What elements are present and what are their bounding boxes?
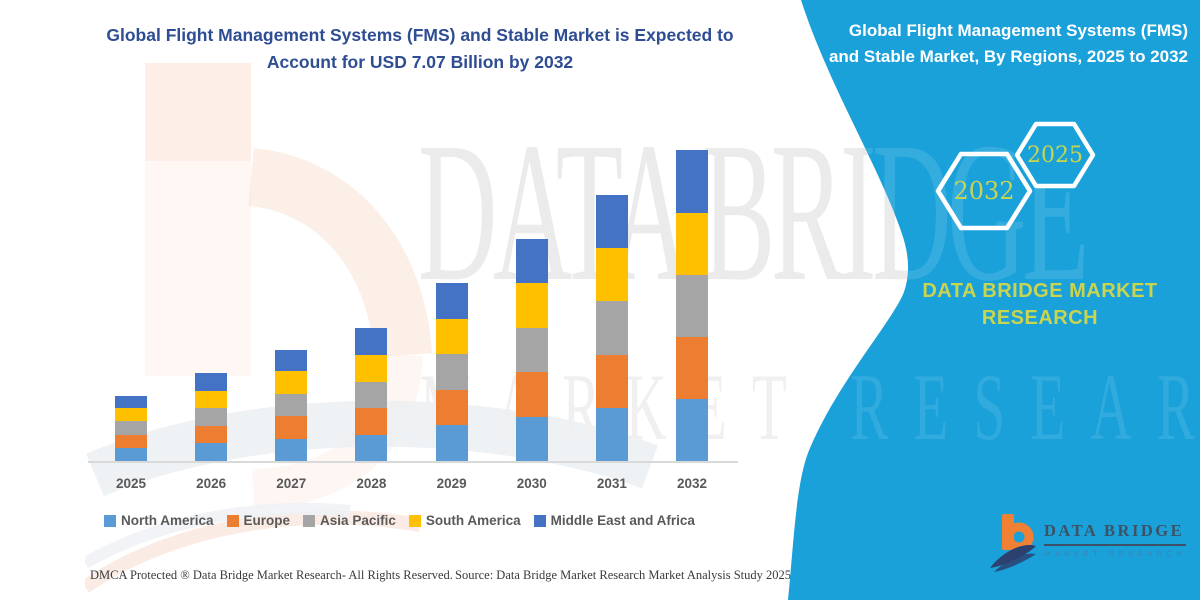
- data-bridge-logo-icon: [988, 512, 1036, 574]
- stacked-bar-2031: [595, 195, 628, 461]
- logo-name: DATA BRIDGE: [1044, 521, 1186, 546]
- segment-north-america: [115, 447, 147, 461]
- logo-subtitle: MARKET RESEARCH: [1044, 549, 1187, 558]
- segment-asia-pacific: [435, 354, 468, 390]
- brand-text: DATA BRIDGE MARKET RESEARCH: [922, 280, 1158, 329]
- dmca-text: DMCA Protected ® Data Bridge Market Rese…: [90, 568, 453, 582]
- legend-item-europe: Europe: [226, 513, 291, 528]
- legend-swatch: [533, 514, 546, 527]
- x-axis-label-2025: 2025: [115, 476, 147, 491]
- segment-south-america: [676, 213, 709, 275]
- x-axis-label-2032: 2032: [677, 476, 708, 491]
- hexagon-2025-label: 2025: [1027, 143, 1083, 168]
- hexagon-2032-icon: [938, 154, 1030, 228]
- legend-swatch: [226, 514, 239, 527]
- segment-middle-east-and-africa: [676, 150, 709, 213]
- chart-legend: North America Europe Asia Pacific South Ame…: [104, 513, 695, 528]
- segment-asia-pacific: [676, 275, 709, 337]
- segment-europe: [355, 408, 388, 435]
- legend-label: South America: [425, 513, 521, 528]
- segment-asia-pacific: [595, 301, 628, 355]
- legend-item-asia-pacific: Asia Pacific: [303, 513, 396, 528]
- legend-swatch: [104, 514, 116, 527]
- stacked-bar-2030: [515, 239, 548, 461]
- x-axis-labels: 2025 2026 2027 2028 2029 2030 2031 2032: [90, 476, 740, 496]
- legend-label: North America: [121, 513, 214, 528]
- legend-swatch: [408, 514, 421, 527]
- segment-south-america: [195, 390, 228, 409]
- legend-label: Asia Pacific: [320, 513, 396, 528]
- segment-europe: [435, 389, 468, 426]
- segment-south-america: [435, 318, 468, 355]
- x-axis-label-2026: 2026: [196, 476, 227, 491]
- hexagon-2032-label: 2032: [953, 177, 1014, 205]
- logo-text-block: DATA BRIDGE MARKET RESEARCH: [1044, 512, 1186, 558]
- legend-item-south-america: South America: [408, 513, 521, 528]
- segment-europe: [515, 372, 548, 417]
- x-axis-line: [88, 461, 738, 463]
- segment-south-america: [355, 355, 388, 382]
- segment-south-america: [595, 248, 628, 302]
- segment-north-america: [275, 438, 308, 461]
- stacked-bar-2026: [195, 373, 228, 461]
- x-axis-label-2030: 2030: [516, 476, 547, 491]
- segment-europe: [676, 337, 709, 399]
- side-panel-title: Global Flight Management Systems (FMS) a…: [828, 21, 1188, 66]
- segment-middle-east-and-africa: [435, 283, 468, 319]
- page-title: Global Flight Management Systems (FMS) a…: [106, 25, 734, 72]
- stacked-bar-2032: [676, 150, 709, 461]
- segment-middle-east-and-africa: [275, 349, 308, 372]
- legend-swatch: [303, 514, 316, 527]
- segment-europe: [275, 416, 308, 439]
- segment-north-america: [676, 399, 709, 461]
- legend-label: Europe: [243, 513, 291, 528]
- segment-europe: [115, 434, 147, 448]
- x-axis-label-2028: 2028: [356, 476, 387, 491]
- segment-asia-pacific: [195, 408, 228, 426]
- segment-middle-east-and-africa: [195, 373, 228, 391]
- segment-asia-pacific: [515, 327, 548, 373]
- segment-asia-pacific: [115, 421, 147, 435]
- segment-north-america: [195, 443, 228, 461]
- segment-north-america: [515, 416, 548, 461]
- segment-north-america: [435, 425, 468, 461]
- legend-item-north-america: North America: [104, 513, 214, 528]
- segment-middle-east-and-africa: [595, 195, 628, 249]
- segment-europe: [595, 354, 628, 408]
- legend-label: Middle East and Africa: [550, 513, 695, 528]
- segment-north-america: [355, 434, 388, 461]
- legend-item-middle-east-and-africa: Middle East and Africa: [533, 513, 695, 528]
- hexagon-badges: 2032 2025: [900, 108, 1120, 238]
- segment-middle-east-and-africa: [355, 328, 388, 356]
- source-text: Source: Data Bridge Market Research Mark…: [455, 568, 792, 582]
- segment-middle-east-and-africa: [115, 395, 147, 409]
- company-logo: DATA BRIDGE MARKET RESEARCH: [988, 512, 1186, 574]
- segment-middle-east-and-africa: [515, 239, 548, 284]
- x-axis-label-2027: 2027: [276, 476, 307, 491]
- segment-europe: [195, 425, 228, 444]
- stacked-bar-2029: [435, 283, 468, 461]
- segment-asia-pacific: [355, 381, 388, 409]
- plot-area: [88, 150, 740, 463]
- segment-south-america: [275, 371, 308, 394]
- segment-south-america: [115, 408, 147, 422]
- segment-north-america: [595, 407, 628, 461]
- stacked-bar-2028: [355, 328, 388, 461]
- segment-asia-pacific: [275, 393, 308, 417]
- segment-south-america: [515, 283, 548, 328]
- hexagon-2025-icon: [1017, 124, 1093, 186]
- x-axis-label-2029: 2029: [436, 476, 467, 491]
- stacked-bar-2027: [275, 349, 308, 461]
- stacked-bar-2025: [115, 395, 147, 461]
- x-axis-label-2031: 2031: [596, 476, 627, 491]
